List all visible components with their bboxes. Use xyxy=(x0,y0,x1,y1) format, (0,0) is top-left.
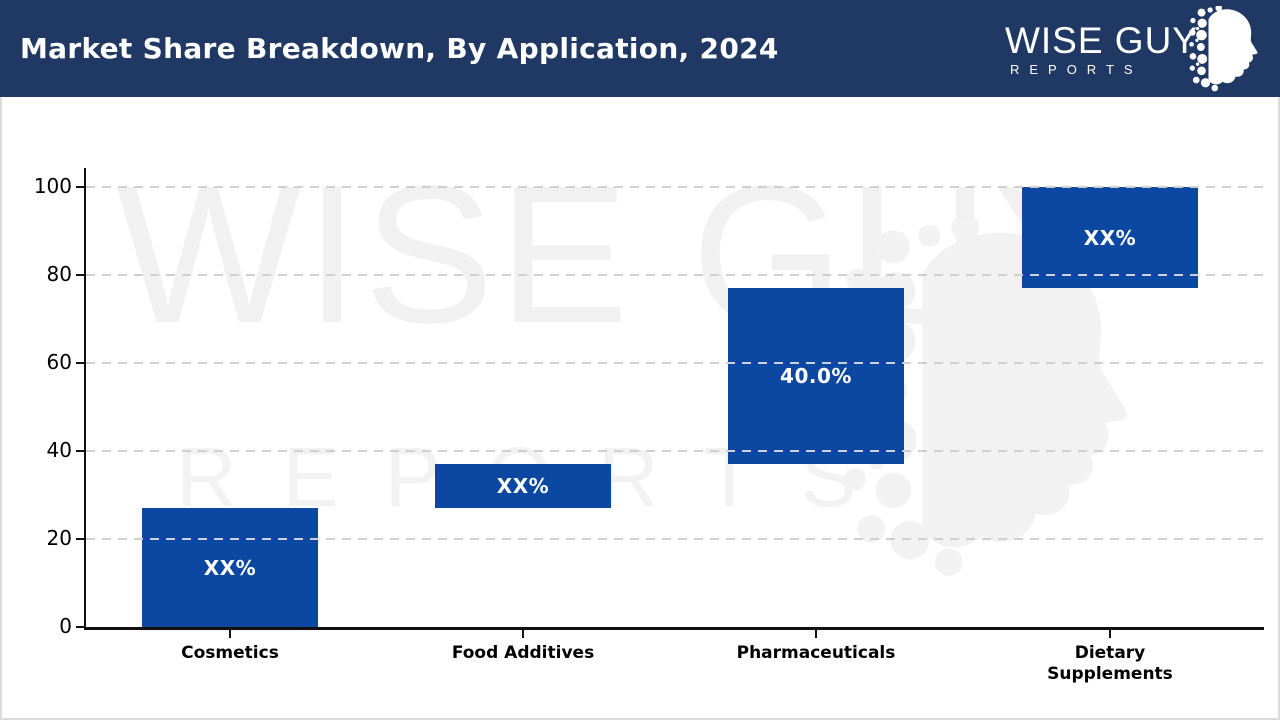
bar-pharmaceuticals: 40.0% xyxy=(728,288,904,465)
x-axis-label-food-additives: Food Additives xyxy=(451,643,595,663)
y-tick-label-80: 80 xyxy=(46,262,72,286)
bar-value-label: 40.0% xyxy=(780,364,852,389)
bar-value-label: XX% xyxy=(1083,225,1137,250)
y-tick-mark-0 xyxy=(76,626,84,628)
x-axis-label-pharmaceuticals: Pharmaceuticals xyxy=(736,643,896,663)
x-axis-label-dietary-supplements: Dietary Supplements xyxy=(1047,643,1173,685)
y-tick-label-20: 20 xyxy=(46,526,72,550)
y-tick-label-60: 60 xyxy=(46,350,72,374)
y-axis xyxy=(84,168,86,627)
x-tick-mark-dietary-supplements xyxy=(1109,630,1111,638)
y-tick-label-40: 40 xyxy=(46,438,72,462)
brand-logo-text: WISE GUY REPORTS xyxy=(1005,22,1198,76)
bar-value-label: XX% xyxy=(203,555,257,580)
gridline-60 xyxy=(86,362,1264,364)
x-axis xyxy=(84,627,1264,630)
bar-food-additives: XX% xyxy=(435,464,611,509)
bar-cosmetics: XX% xyxy=(142,508,318,627)
y-tick-mark-100 xyxy=(76,186,84,188)
x-tick-mark-food-additives xyxy=(522,630,524,638)
y-tick-label-0: 0 xyxy=(59,614,72,638)
gridline-40 xyxy=(86,450,1264,452)
gridline-20 xyxy=(86,538,1264,540)
x-axis-label-cosmetics: Cosmetics xyxy=(181,643,279,663)
logo-reports-text: REPORTS xyxy=(1009,61,1143,77)
x-tick-mark-pharmaceuticals xyxy=(815,630,817,638)
y-tick-mark-80 xyxy=(76,274,84,276)
y-tick-mark-40 xyxy=(76,450,84,452)
bar-value-label: XX% xyxy=(496,474,550,499)
y-tick-label-100: 100 xyxy=(33,174,72,198)
gridline-100 xyxy=(86,186,1264,188)
header: Market Share Breakdown, By Application, … xyxy=(0,0,1280,97)
logo-wiseguy-text: WISE GUY xyxy=(1004,19,1198,61)
gridline-80 xyxy=(86,274,1264,276)
logo-face-icon xyxy=(1188,5,1258,91)
waterfall-chart: WISE GUY REPORTS 020406080100XX%Cosmetic… xyxy=(0,97,1280,720)
y-tick-mark-20 xyxy=(76,538,84,540)
y-tick-mark-60 xyxy=(76,362,84,364)
bar-dietary-supplements: XX% xyxy=(1022,187,1198,289)
chart-title: Market Share Breakdown, By Application, … xyxy=(20,32,779,65)
brand-logo: WISE GUY REPORTS xyxy=(1005,5,1268,92)
x-tick-mark-cosmetics xyxy=(229,630,231,638)
